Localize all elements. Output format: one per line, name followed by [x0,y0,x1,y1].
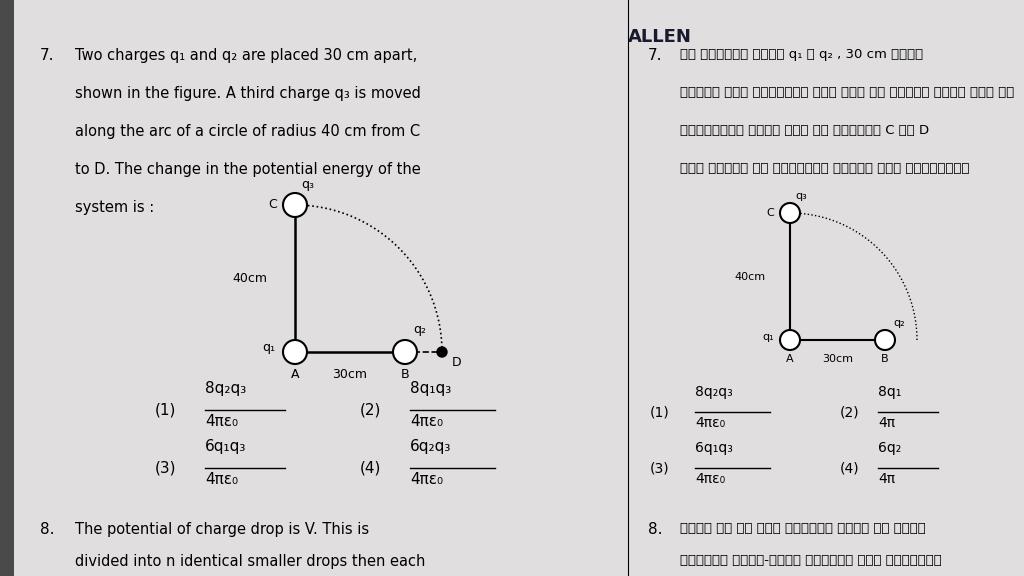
Text: D: D [452,356,462,369]
Circle shape [283,193,307,217]
Text: The potential of charge drop is V. This is: The potential of charge drop is V. This … [75,522,369,537]
Text: त्रिज्या वाले चाप के अनुदिश C से D: त्रिज्या वाले चाप के अनुदिश C से D [680,124,929,137]
Text: system is :: system is : [75,200,155,215]
Text: 30cm: 30cm [333,368,368,381]
Text: 4πε₀: 4πε₀ [695,416,725,430]
Text: to D. The change in the potential energy of the: to D. The change in the potential energy… [75,162,421,177]
Circle shape [780,203,800,223]
Text: B: B [882,354,889,364]
Text: q₁: q₁ [763,332,774,342]
Text: 6q₂q₃: 6q₂q₃ [410,439,452,454]
Text: 4π: 4π [878,472,895,486]
Text: q₂: q₂ [893,318,904,328]
Text: 7.: 7. [648,48,663,63]
Circle shape [283,340,307,364]
Text: (3): (3) [650,461,670,475]
Text: ALLEN: ALLEN [628,28,692,46]
Text: 30cm: 30cm [822,354,853,364]
Text: (2): (2) [840,405,859,419]
Text: 6q₁q₃: 6q₁q₃ [205,439,247,454]
Text: along the arc of a circle of radius 40 cm from C: along the arc of a circle of radius 40 c… [75,124,420,139]
Text: (4): (4) [360,460,381,476]
Text: 8q₁: 8q₁ [878,385,901,399]
Text: चित्र में दर्शाया गया है। एक तीसरा आवेश आता है: चित्र में दर्शाया गया है। एक तीसरा आवेश … [680,86,1014,99]
Text: 4πε₀: 4πε₀ [205,414,239,429]
Text: (1): (1) [650,405,670,419]
Text: (2): (2) [360,403,381,418]
Text: q₁: q₁ [262,342,275,354]
Text: 4π: 4π [878,416,895,430]
Text: 6q₁q₃: 6q₁q₃ [695,441,733,455]
Text: 8q₂q₃: 8q₂q₃ [205,381,246,396]
Text: एकसमान छोटी-छोटी बूंदों में विभाजित: एकसमान छोटी-छोटी बूंदों में विभाजित [680,554,942,567]
Text: द्रव की एक बड़ी आवेशित बूंद का विभप: द्रव की एक बड़ी आवेशित बूंद का विभप [680,522,926,535]
Circle shape [780,330,800,350]
Text: q₃: q₃ [301,178,314,191]
Text: दो बिन्दु आवेश q₁ व q₂ , 30 cm दूरी: दो बिन्दु आवेश q₁ व q₂ , 30 cm दूरी [680,48,923,61]
Text: 4πε₀: 4πε₀ [410,472,443,487]
Text: 6q₂: 6q₂ [878,441,901,455]
Text: B: B [400,368,410,381]
Text: divided into n identical smaller drops then each: divided into n identical smaller drops t… [75,554,425,569]
Text: 8.: 8. [40,522,54,537]
Text: (1): (1) [155,403,176,418]
Text: 4πε₀: 4πε₀ [205,472,239,487]
Text: (4): (4) [840,461,859,475]
Bar [0,0,14,576]
Circle shape [393,340,417,364]
Text: 7.: 7. [40,48,54,63]
Text: 8q₂q₃: 8q₂q₃ [695,385,733,399]
Circle shape [874,330,895,350]
Text: है। निकाय की स्थितिज ऊर्जा में परिवर्तन: है। निकाय की स्थितिज ऊर्जा में परिवर्तन [680,162,970,175]
Text: shown in the figure. A third charge q₃ is moved: shown in the figure. A third charge q₃ i… [75,86,421,101]
Text: 4πε₀: 4πε₀ [410,414,443,429]
Text: 8q₁q₃: 8q₁q₃ [410,381,452,396]
Circle shape [437,347,447,357]
Text: 8.: 8. [648,522,663,537]
Text: A: A [291,368,299,381]
Text: A: A [786,354,794,364]
Text: C: C [268,199,278,211]
Text: 40cm: 40cm [232,272,267,285]
Text: q₃: q₃ [795,191,807,201]
Text: C: C [766,208,774,218]
Text: q₂: q₂ [413,323,426,336]
Text: (3): (3) [155,460,176,476]
Text: 40cm: 40cm [735,271,766,282]
Text: 4πε₀: 4πε₀ [695,472,725,486]
Text: Two charges q₁ and q₂ are placed 30 cm apart,: Two charges q₁ and q₂ are placed 30 cm a… [75,48,417,63]
